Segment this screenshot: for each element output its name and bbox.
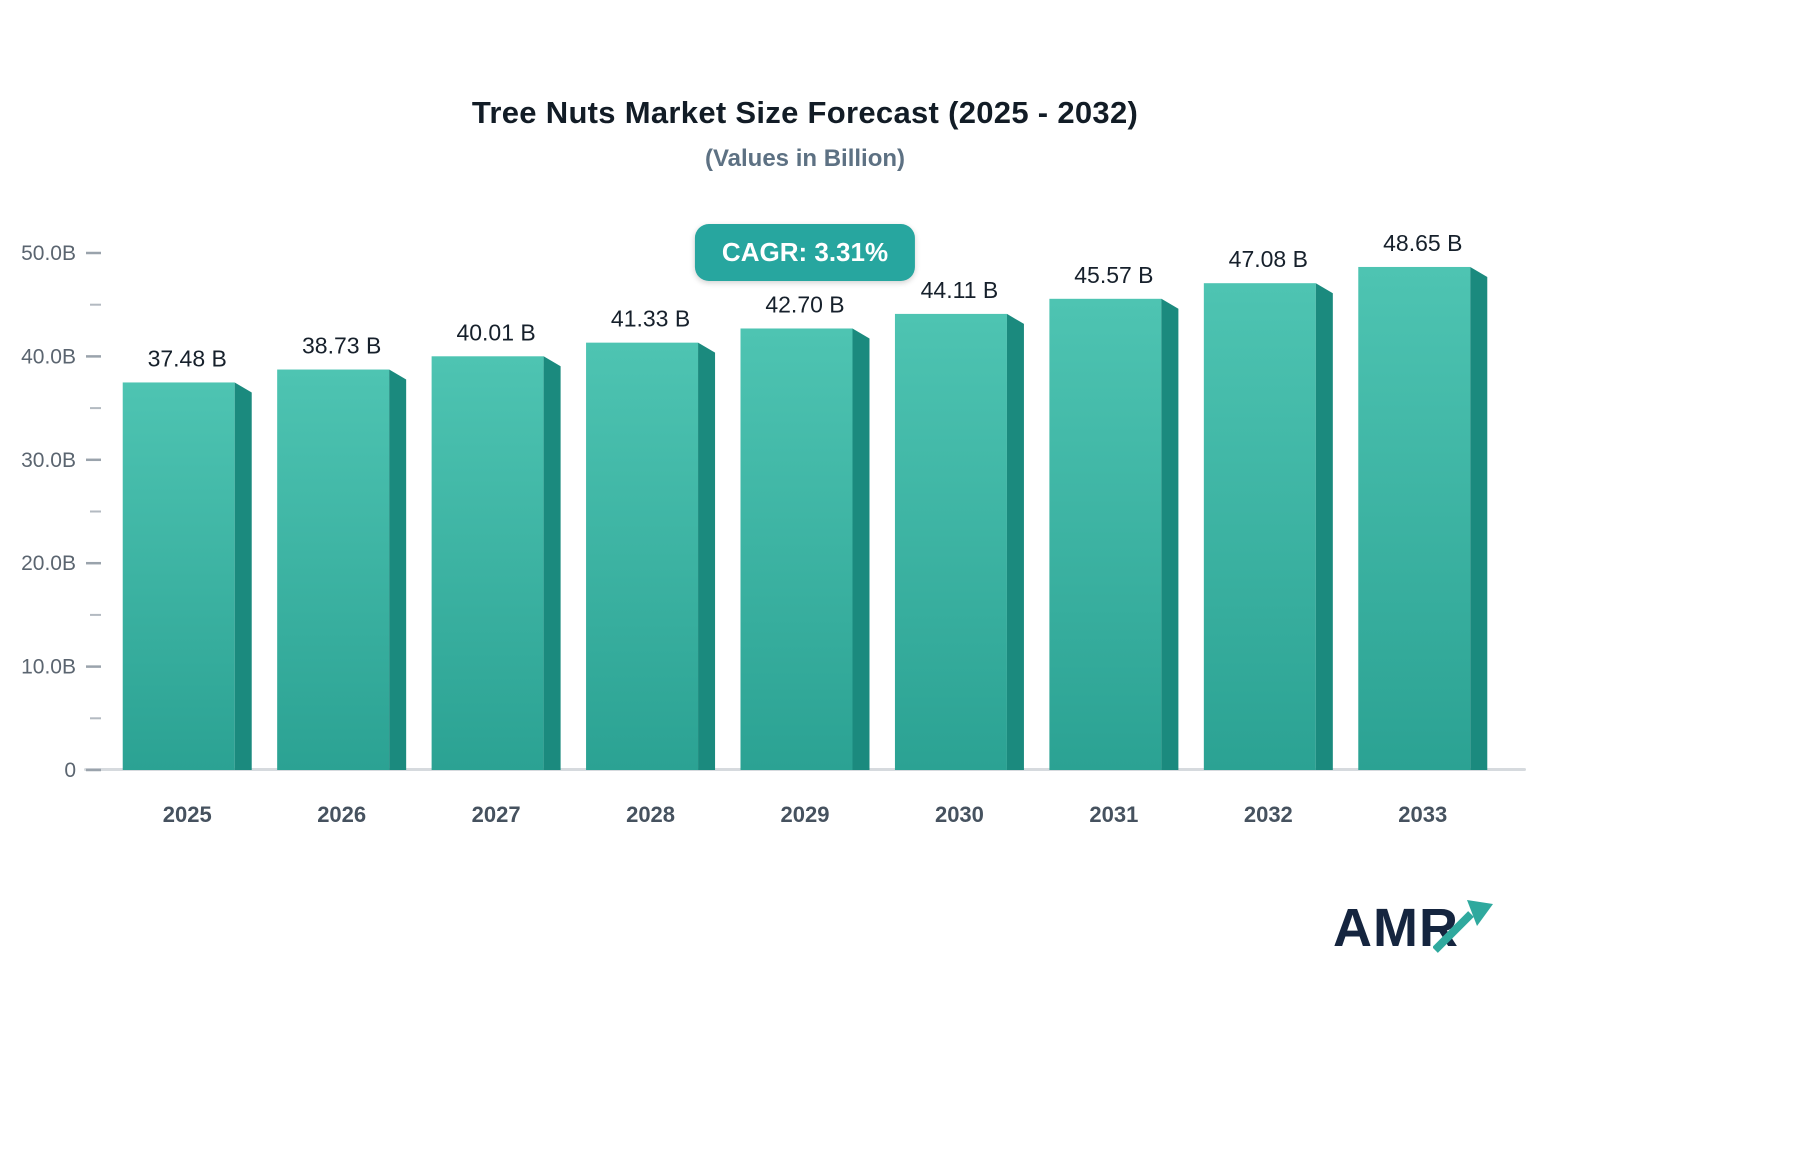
bar-front (122, 382, 235, 770)
bar-side (1161, 298, 1179, 770)
bar-front (1358, 266, 1471, 770)
x-axis-label: 2025 (163, 802, 212, 827)
bar-front (277, 369, 390, 770)
bar-front (894, 313, 1007, 770)
x-axis-label: 2026 (317, 802, 366, 827)
bar-group-2033: 48.65 B 2033 (1358, 230, 1488, 827)
bar-front (1203, 283, 1316, 770)
x-axis-label: 2029 (781, 802, 830, 827)
bar-side (1470, 266, 1488, 770)
y-axis-tick-label: 30.0B (21, 449, 76, 472)
amr-logo: AMR (1333, 896, 1493, 960)
bar-value-label: 38.73 B (302, 333, 381, 359)
y-axis-tick-label: 20.0B (21, 552, 76, 575)
x-axis-label: 2031 (1089, 802, 1138, 827)
bar-group-2027: 40.01 B 2027 (431, 319, 561, 827)
bar-value-label: 48.65 B (1383, 230, 1462, 256)
bar-value-label: 42.70 B (765, 291, 844, 317)
chart-subtitle: (Values in Billion) (704, 145, 906, 172)
bar-side (234, 382, 252, 770)
bar-front (586, 342, 699, 770)
x-axis-label: 2028 (626, 802, 675, 827)
y-axis-tick-label: 50.0B (21, 242, 76, 265)
cagr-badge: CAGR: 3.31% (694, 224, 916, 281)
bar-group-2030: 44.11 B 2030 (894, 277, 1024, 827)
arrow-head (1467, 900, 1493, 926)
bar-side (1315, 283, 1333, 770)
chart-header: Tree Nuts Market Size Forecast (2025 - 2… (0, 0, 1610, 173)
x-axis-label: 2033 (1398, 802, 1447, 827)
bar-value-label: 44.11 B (921, 277, 999, 303)
logo-growth-arrow-icon (1433, 900, 1493, 953)
bar-value-label: 37.48 B (148, 345, 227, 371)
bar-value-label: 45.57 B (1074, 262, 1153, 288)
x-axis-label: 2032 (1244, 802, 1293, 827)
bar-value-label: 47.08 B (1229, 246, 1308, 272)
bar-group-2031: 45.57 B 2031 (1049, 262, 1179, 827)
bar-front (431, 356, 544, 770)
bar-value-label: 40.01 B (456, 319, 535, 345)
bar-value-label: 41.33 B (611, 306, 690, 332)
arrow-shaft (1433, 911, 1474, 953)
bar-group-2026: 38.73 B 2026 (277, 333, 407, 827)
chart-title: Tree Nuts Market Size Forecast (2025 - 2… (471, 95, 1139, 130)
bar-side (389, 369, 407, 770)
bar-group-2028: 41.33 B 2028 (586, 306, 716, 827)
bar-front (740, 328, 853, 770)
bar-side (852, 328, 870, 770)
bar-group-2032: 47.08 B 2032 (1203, 246, 1333, 827)
bar-group-2029: 42.70 B 2029 (740, 291, 870, 827)
y-axis-tick-label: 40.0B (21, 345, 76, 368)
x-axis-label: 2030 (935, 802, 984, 827)
bar-side (543, 356, 561, 770)
bar-side (698, 342, 716, 770)
bar-side (1006, 313, 1024, 770)
y-axis-tick-label: 10.0B (21, 656, 76, 679)
bar-group-2025: 37.48 B 2025 (122, 345, 252, 827)
x-axis-label: 2027 (472, 802, 521, 827)
bar-front (1049, 298, 1162, 770)
y-axis-tick-label: 0 (64, 759, 76, 782)
